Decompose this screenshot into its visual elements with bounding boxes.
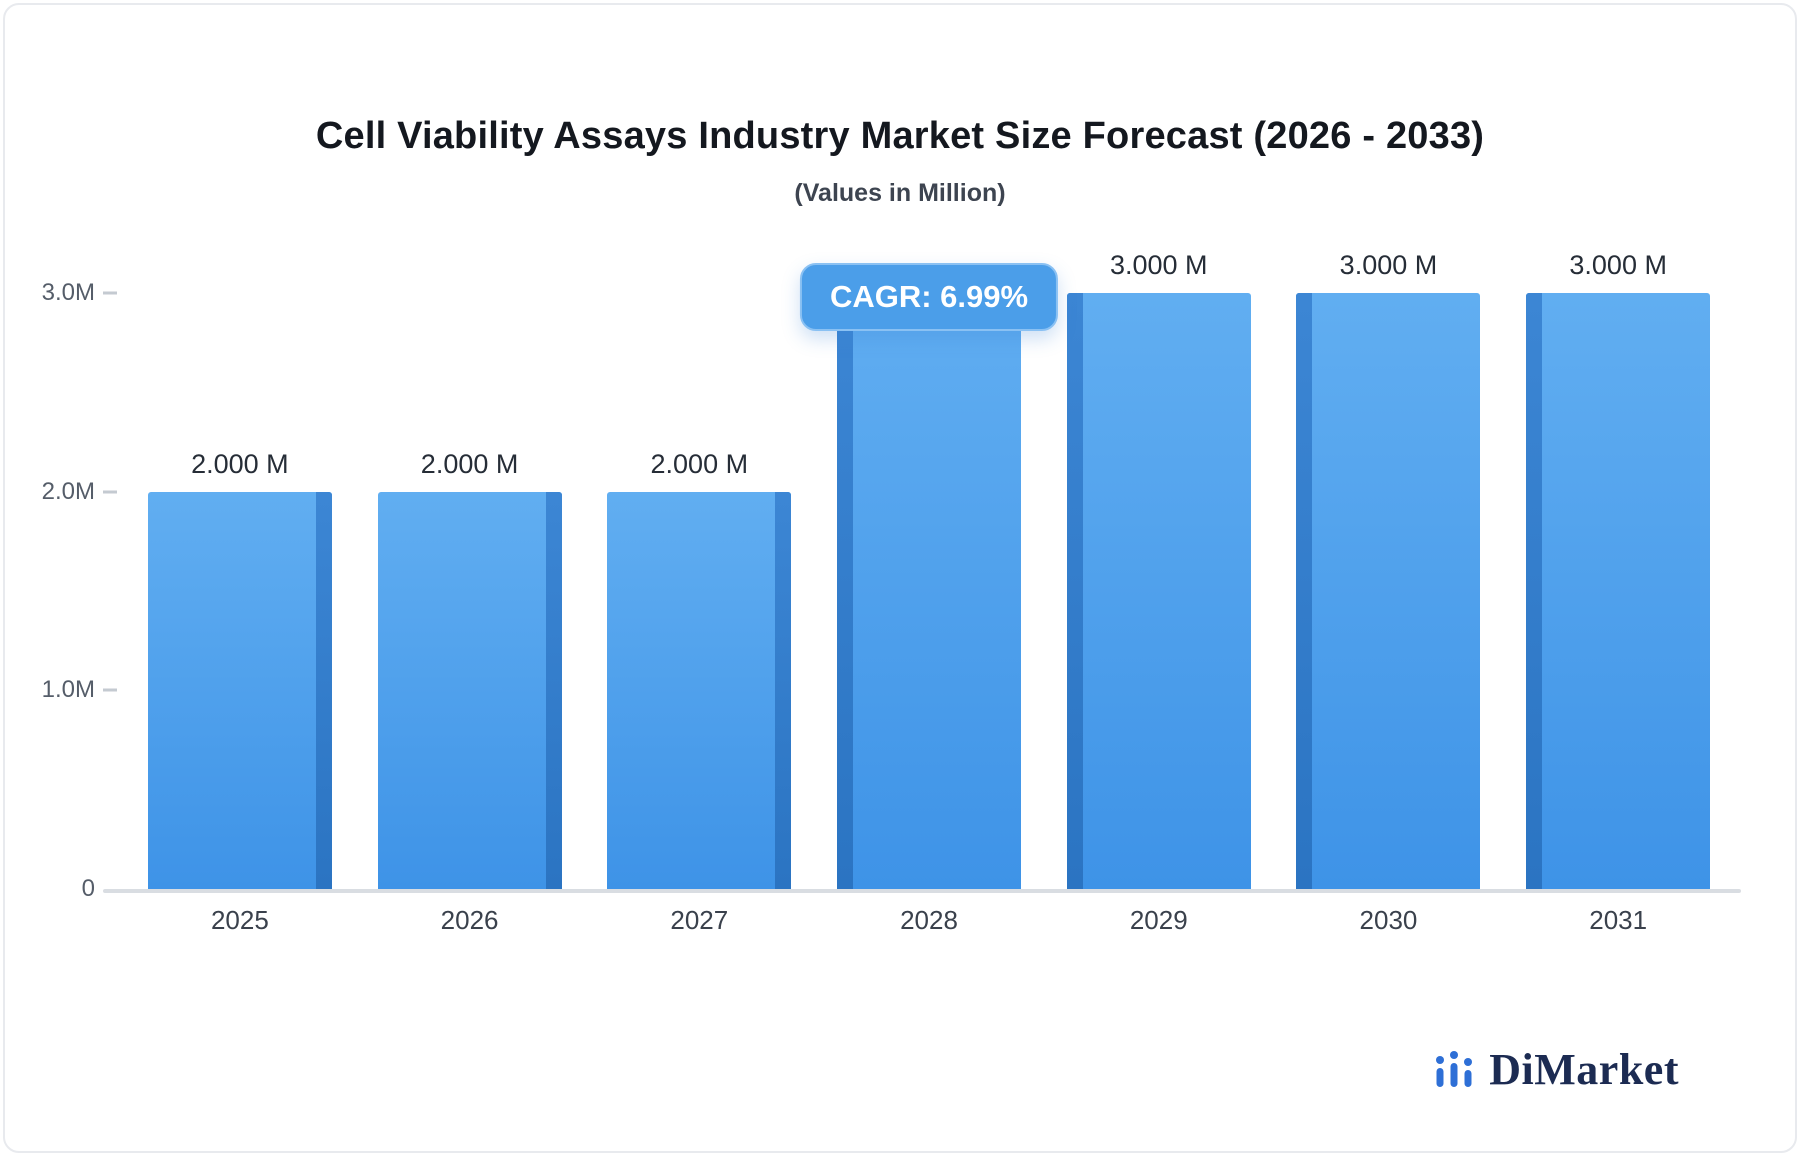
bar-value-label: 3.000 M — [1109, 250, 1208, 280]
y-tick-mark — [103, 291, 117, 295]
bar-2028 — [837, 293, 1022, 889]
bar-slot-2030: 3.000 M — [1274, 250, 1504, 889]
bar-2027 — [607, 491, 792, 889]
cagr-badge: CAGR: 6.99% — [799, 263, 1059, 331]
x-axis-label-2027: 2027 — [670, 905, 729, 935]
bar-value-label: 2.000 M — [650, 448, 749, 479]
x-axis-label-2028: 2028 — [900, 905, 958, 935]
x-axis-label-2031: 2031 — [1589, 905, 1648, 935]
x-axis-label-2029: 2029 — [1129, 905, 1188, 935]
bar-shade — [545, 491, 562, 889]
brand-name: DiMarket — [1489, 1045, 1679, 1094]
bar-2029 — [1066, 293, 1251, 889]
bar-slot-2031: 3.000 M — [1503, 250, 1733, 889]
dimarket-logo-icon — [1436, 1050, 1473, 1087]
bar-2025 — [147, 491, 332, 889]
chart-title: Cell Viability Assays Industry Market Si… — [315, 115, 1485, 157]
bar-value-label: 3.000 M — [1339, 250, 1438, 280]
y-tick-label: 2.0M — [41, 477, 95, 505]
x-axis-label-2026: 2026 — [440, 905, 499, 935]
chart-subtitle: (Values in Million) — [794, 179, 1006, 207]
bar-value-label: 2.000 M — [191, 448, 289, 479]
y-tick-mark — [103, 490, 117, 494]
y-tick-label: 3.0M — [41, 279, 95, 306]
bar-slot-2028: CAGR: 6.99% — [799, 263, 1059, 889]
chart-card: Cell Viability Assays Industry Market Si… — [3, 3, 1797, 1153]
y-tick-label: 1.0M — [41, 676, 95, 704]
brand-logo: DiMarket — [1431, 1044, 1679, 1095]
bar-shade — [837, 293, 854, 889]
bar-slot-2027: 2.000 M — [584, 293, 814, 889]
bar-shade — [1066, 293, 1083, 889]
bar-2026 — [377, 491, 562, 889]
x-axis-label-2025: 2025 — [210, 905, 269, 935]
x-axis-labels: 2025 2026 2027 2028 2029 2030 2031 — [125, 905, 1733, 936]
x-axis-line — [103, 889, 1741, 893]
plot-area: 2.000 M 2.000 M 2.000 M CAGR: 6.99% 3.000 M 3… — [42, 250, 1733, 902]
bar-slot-2025: 2.000 M — [125, 293, 355, 889]
bar-slot-2029: 3.000 M — [1044, 250, 1274, 889]
bar-slot-2026: 2.000 M — [355, 293, 585, 889]
bar-shade — [775, 491, 792, 889]
y-tick-label: 0 — [81, 875, 95, 902]
y-tick-mark — [103, 688, 117, 692]
bar-value-label: 3.000 M — [1569, 250, 1667, 280]
bar-2030 — [1296, 293, 1481, 889]
bar-value-label: 2.000 M — [420, 448, 519, 479]
bar-shade — [315, 491, 332, 889]
bar-2031 — [1526, 293, 1711, 889]
x-axis-label-2030: 2030 — [1359, 905, 1418, 935]
bar-shade — [1526, 293, 1543, 889]
bar-shade — [1296, 293, 1313, 889]
